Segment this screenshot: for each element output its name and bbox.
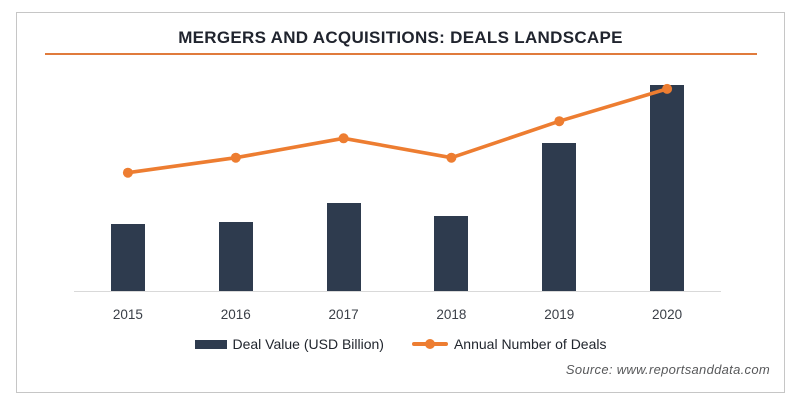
x-axis-line	[74, 291, 721, 292]
x-axis-label-2020: 2020	[652, 307, 683, 322]
x-axis-label-2015: 2015	[112, 307, 143, 322]
x-axis-label-2019: 2019	[544, 307, 575, 322]
legend-label-deal-value: Deal Value (USD Billion)	[232, 336, 384, 352]
chart-legend: Deal Value (USD Billion) Annual Number o…	[17, 336, 784, 352]
line-series	[122, 83, 673, 178]
source-attribution: Source: www.reportsanddata.com	[565, 362, 770, 377]
line-path	[126, 87, 669, 175]
chart-frame: MERGERS AND ACQUISITIONS: DEALS LANDSCAP…	[16, 12, 785, 393]
bar-2017	[326, 202, 361, 291]
bar-series-swatch-icon	[194, 339, 227, 349]
bar-2020	[650, 84, 685, 291]
bar-2016	[218, 222, 253, 291]
line-marker-2018	[446, 152, 457, 163]
line-marker-2017	[338, 133, 349, 144]
x-axis-label-2016: 2016	[220, 307, 251, 322]
title-divider	[45, 53, 757, 55]
line-marker-2016	[230, 152, 241, 163]
plot-area	[74, 76, 721, 292]
line-marker-2015	[122, 167, 133, 178]
x-axis-label-2017: 2017	[328, 307, 359, 322]
bar-2019	[542, 142, 577, 291]
chart-title: MERGERS AND ACQUISITIONS: DEALS LANDSCAP…	[178, 28, 623, 47]
x-axis-label-2018: 2018	[436, 307, 467, 322]
legend-item-deal-value: Deal Value (USD Billion)	[194, 336, 384, 352]
bar-2015	[110, 224, 145, 291]
line-marker-2020	[662, 83, 673, 94]
line-marker-dot-icon	[424, 339, 435, 349]
line-series-swatch-icon	[411, 339, 448, 349]
legend-item-annual-deals: Annual Number of Deals	[411, 336, 607, 352]
x-axis-labels: 2015 2016 2017 2018 2019 2020	[74, 307, 721, 325]
line-marker-2019	[554, 116, 565, 127]
bar-2018	[434, 215, 469, 291]
legend-label-annual-deals: Annual Number of Deals	[453, 336, 607, 352]
